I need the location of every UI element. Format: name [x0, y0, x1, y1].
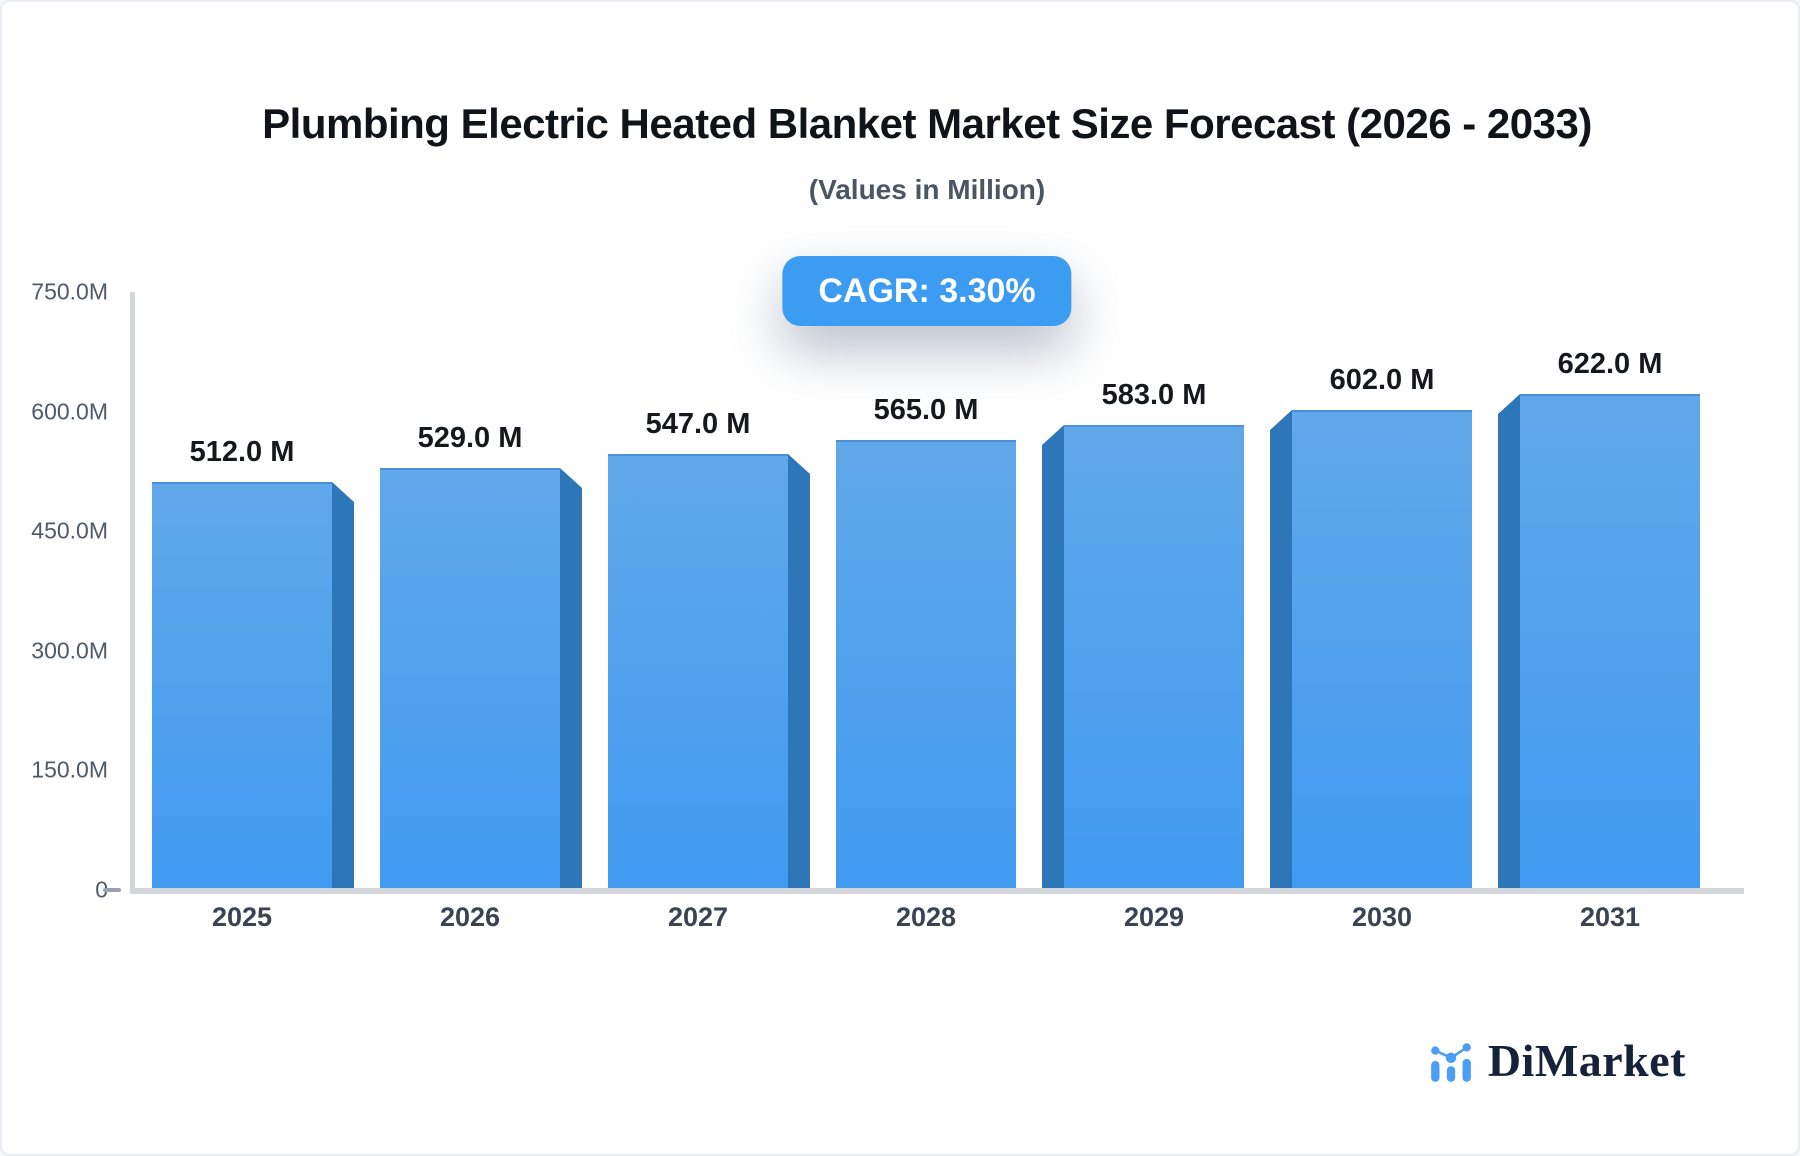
bar-side-face: [788, 454, 810, 890]
bar-face: [1064, 425, 1244, 890]
zero-tick-mark: [103, 888, 121, 892]
bar-value-label: 512.0 M: [189, 436, 295, 468]
bar-value-label: 602.0 M: [1329, 364, 1435, 396]
dimarket-logo: DiMarket: [1428, 1038, 1686, 1084]
cagr-badge: CAGR: 3.30%: [782, 256, 1072, 326]
x-axis-tick-label: 2027: [667, 902, 729, 932]
y-axis-tick-label: 450.0M: [31, 517, 108, 544]
bar-value-label: 565.0 M: [873, 394, 979, 426]
bar-side-face: [560, 468, 582, 890]
chart-subtitle: (Values in Million): [808, 174, 1046, 205]
bar-2028[interactable]: [836, 440, 1016, 890]
x-axis-tick-label: 2031: [1579, 902, 1641, 932]
bar-2031[interactable]: [1498, 394, 1700, 890]
y-axis-line: [130, 292, 135, 892]
x-axis-baseline: [130, 888, 1744, 894]
chart-title: Plumbing Electric Heated Blanket Market …: [262, 100, 1592, 147]
bar-side-face: [1270, 410, 1292, 890]
bar-value-label: 547.0 M: [645, 408, 751, 440]
y-axis-tick-label: 150.0M: [31, 756, 108, 783]
bar-face: [1520, 394, 1700, 890]
dimarket-logo-text: DiMarket: [1487, 1035, 1686, 1086]
bar-side-face: [1042, 425, 1064, 890]
bar-value-label: 529.0 M: [417, 422, 523, 454]
bar-side-face: [332, 482, 354, 890]
bar-2026[interactable]: [380, 468, 582, 890]
x-axis-tick-label: 2028: [895, 902, 957, 932]
bar-2027[interactable]: [608, 454, 810, 890]
bar-value-label: 622.0 M: [1557, 348, 1663, 380]
bar-face: [152, 482, 332, 890]
bar-face: [836, 440, 1016, 890]
bar-2025[interactable]: [152, 482, 354, 890]
bar-2030[interactable]: [1270, 410, 1472, 890]
bar-face: [1292, 410, 1472, 890]
bar-face: [380, 468, 560, 890]
x-axis-tick-label: 2029: [1123, 902, 1185, 932]
x-axis-tick-label: 2026: [439, 902, 501, 932]
bar-chart-sparkline-icon: [1430, 1043, 1471, 1082]
y-axis-tick-label: 600.0M: [31, 398, 108, 425]
y-axis-tick-label: 300.0M: [31, 637, 108, 664]
bar-side-face: [1498, 394, 1520, 890]
bar-2029[interactable]: [1042, 425, 1244, 890]
x-axis-tick-label: 2025: [211, 902, 273, 932]
x-axis-tick-label: 2030: [1351, 902, 1413, 932]
y-axis-tick-label: 0: [95, 876, 108, 903]
bar-value-label: 583.0 M: [1101, 379, 1207, 411]
bar-face: [608, 454, 788, 890]
y-axis-tick-label: 750.0M: [31, 278, 108, 305]
